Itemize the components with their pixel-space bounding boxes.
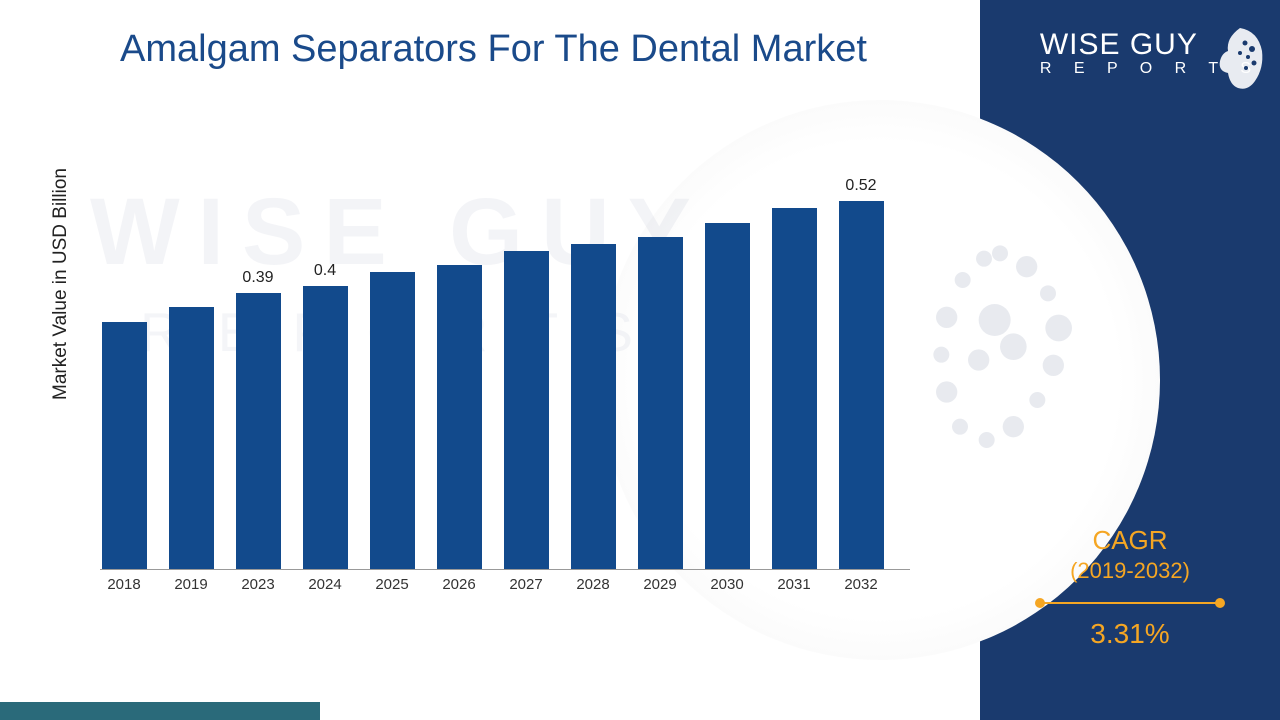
chart-title: Amalgam Separators For The Dental Market xyxy=(120,28,867,72)
cagr-value: 3.31% xyxy=(1010,618,1250,650)
bar xyxy=(571,244,616,569)
x-tick-label: 2018 xyxy=(94,576,154,593)
x-tick-label: 2023 xyxy=(228,576,288,593)
bar-value-label: 0.52 xyxy=(831,177,891,195)
x-tick-label: 2019 xyxy=(161,576,221,593)
bar xyxy=(303,286,348,569)
x-tick-label: 2030 xyxy=(697,576,757,593)
bar xyxy=(705,223,750,569)
bar xyxy=(236,293,281,569)
plot-area: 2018201920230.3920240.420252026202720282… xyxy=(100,160,910,570)
bar xyxy=(370,272,415,569)
x-tick-label: 2026 xyxy=(429,576,489,593)
bar xyxy=(437,265,482,569)
cagr-divider xyxy=(1040,602,1220,604)
bar xyxy=(102,322,147,569)
x-tick-label: 2032 xyxy=(831,576,891,593)
bar xyxy=(839,201,884,569)
bar-value-label: 0.39 xyxy=(228,269,288,287)
bar xyxy=(504,251,549,569)
x-tick-label: 2027 xyxy=(496,576,556,593)
x-tick-label: 2024 xyxy=(295,576,355,593)
cagr-years: (2019-2032) xyxy=(1010,558,1250,584)
x-tick-label: 2029 xyxy=(630,576,690,593)
bar xyxy=(772,208,817,569)
bar xyxy=(169,307,214,569)
bar-value-label: 0.4 xyxy=(295,262,355,280)
bottom-accent-strip xyxy=(0,702,320,720)
bar xyxy=(638,237,683,569)
bar-chart: Market Value in USD Billion 201820192023… xyxy=(60,160,910,610)
y-axis-label: Market Value in USD Billion xyxy=(50,168,72,400)
logo-head-icon xyxy=(1210,23,1270,93)
x-tick-label: 2025 xyxy=(362,576,422,593)
brand-logo: WISE GUY R E P O R T S xyxy=(1040,28,1260,78)
x-tick-label: 2028 xyxy=(563,576,623,593)
x-tick-label: 2031 xyxy=(764,576,824,593)
cagr-panel: CAGR (2019-2032) 3.31% xyxy=(1010,525,1250,650)
cagr-title: CAGR xyxy=(1010,525,1250,556)
